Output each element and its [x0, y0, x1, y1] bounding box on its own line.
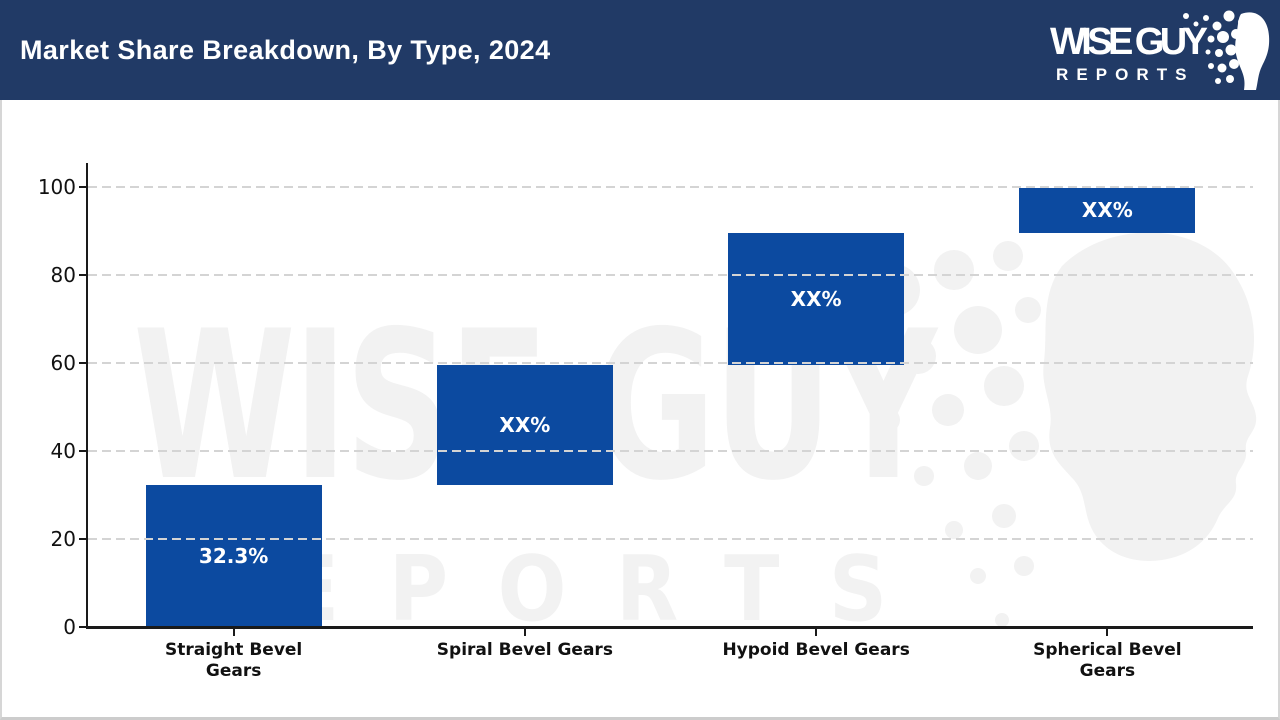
bar: XX%: [436, 365, 613, 485]
y-tick-label: 40: [50, 439, 76, 463]
y-tick-mark: [79, 186, 88, 188]
bar-value-label: XX%: [499, 413, 551, 438]
x-tick-mark: [1106, 628, 1109, 636]
bar-value-label: XX%: [1081, 198, 1133, 223]
x-axis-line: [86, 626, 1253, 629]
logo-wordmark: WISE GUY: [1050, 21, 1208, 63]
y-tick-mark: [79, 626, 88, 628]
y-axis-line: [86, 163, 88, 629]
y-tick-mark: [79, 274, 88, 276]
header-bar: Market Share Breakdown, By Type, 2024 WI…: [0, 0, 1280, 100]
logo-subtext: REPORTS: [1056, 65, 1196, 84]
bar: XX%: [1019, 187, 1196, 233]
watermark-face-dots: [868, 232, 1257, 627]
bar: 32.3%: [145, 484, 322, 627]
x-tick-mark: [232, 628, 235, 636]
gridline: [88, 450, 1253, 452]
y-tick-mark: [79, 362, 88, 364]
y-tick-mark: [79, 538, 88, 540]
x-category-label: Straight Bevel Gears: [164, 640, 303, 681]
gridline: [88, 274, 1253, 276]
logo-face-dots: [1183, 10, 1270, 91]
y-tick-label: 80: [50, 263, 76, 287]
y-tick-label: 20: [50, 527, 76, 551]
gridline: [88, 362, 1253, 364]
logo-face-silhouette: [1235, 12, 1270, 91]
bar: XX%: [728, 232, 905, 366]
x-tick-mark: [815, 628, 818, 636]
page-title: Market Share Breakdown, By Type, 2024: [20, 34, 551, 65]
bar-value-label: 32.3%: [198, 543, 269, 568]
bar-value-label: XX%: [790, 286, 842, 311]
x-category-label: Spiral Bevel Gears: [436, 640, 613, 660]
wiseguy-logo: WISE GUY REPORTS: [1020, 6, 1270, 94]
x-category-label: Hypoid Bevel Gears: [722, 640, 910, 660]
wiseguy-logo-graphic: WISE GUY REPORTS: [1050, 10, 1270, 91]
y-tick-mark: [79, 450, 88, 452]
gridline: [88, 538, 1253, 540]
y-tick-label: 100: [37, 175, 76, 199]
x-tick-mark: [523, 628, 526, 636]
watermark-face-silhouette: [1043, 232, 1257, 561]
x-category-label: Spherical Bevel Gears: [1033, 640, 1182, 681]
gridline: [88, 186, 1253, 188]
y-tick-label: 60: [50, 351, 76, 375]
y-tick-label: 0: [63, 615, 76, 639]
